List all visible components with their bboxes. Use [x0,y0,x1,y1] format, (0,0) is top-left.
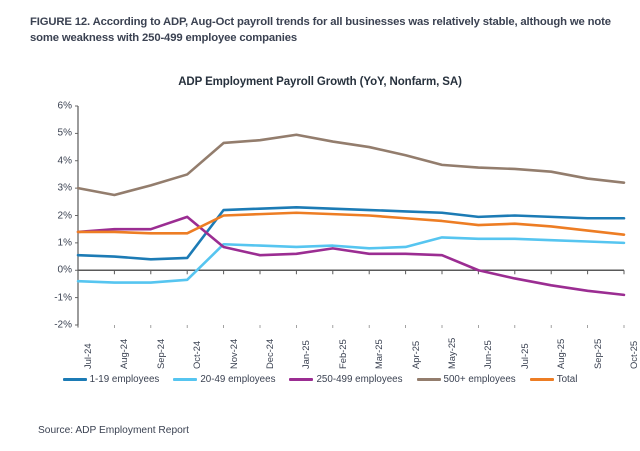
legend-item[interactable]: 20-49 employees [173,374,275,385]
y-axis-label: 4% [57,155,72,167]
legend-item[interactable]: 250-499 employees [289,374,403,385]
legend-label: 250-499 employees [316,374,403,385]
source-note: Source: ADP Employment Report [38,425,189,436]
chart-legend: 1-19 employees 20-49 employees 250-499 emp… [0,374,640,385]
y-axis-label: -1% [54,292,72,304]
legend-swatch-icon [416,378,441,381]
series-line-0 [76,205,626,261]
y-axis-label: 2% [57,210,72,221]
legend-item[interactable]: Total [529,374,578,385]
x-axis-label: Aug-24 [118,338,130,369]
x-axis-label: Sep-25 [591,338,603,369]
series-line-4 [76,211,626,236]
legend-swatch-icon [173,378,198,381]
x-axis-label: Feb-25 [336,339,348,369]
legend-item[interactable]: 1-19 employees [62,374,160,385]
legend-swatch-icon [62,378,87,381]
legend-item[interactable]: 500+ employees [416,374,516,385]
series-line-3 [76,133,626,197]
y-axis-label: 3% [57,182,72,194]
x-axis-label: Oct-25 [628,340,639,369]
legend-label: Total [556,374,578,385]
y-axis-label: 0% [57,264,72,276]
x-axis-label: Oct-24 [191,340,203,369]
x-axis-label: Jan-25 [300,340,312,369]
x-axis-label: Apr-25 [409,340,421,369]
legend-label: 500+ employees [443,374,516,385]
y-axis-labels: 6% 5% 4% 3% 2% 1% 0% -1% -2% [32,0,72,451]
chart-title: ADP Employment Payroll Growth (YoY, Nonf… [178,76,462,88]
x-axis-label: Aug-25 [555,338,567,369]
x-axis-label: Jul-24 [82,343,93,369]
y-axis-label: 5% [57,127,72,139]
x-axis-label: Jul-25 [518,343,530,369]
y-axis-label: -2% [54,319,72,331]
y-axis-label: 1% [57,237,72,249]
x-axis-label: Nov-24 [227,338,239,369]
legend-label: 1-19 employees [89,374,160,385]
x-axis-label: Mar-25 [373,339,385,369]
x-axis-label: Sep-24 [154,338,166,369]
y-axis-label: 6% [57,100,72,112]
series-line-1 [76,236,626,284]
x-axis-label: Jun-25 [482,340,494,369]
legend-swatch-icon [289,378,314,381]
legend-label: 20-49 employees [200,374,276,385]
figure-caption: FIGURE 12. According to ADP, Aug-Oct pay… [30,16,611,45]
x-axis-label: May-25 [446,337,457,369]
legend-swatch-icon [529,378,554,381]
x-axis-label: Dec-24 [264,338,275,369]
series-line-2 [76,215,626,297]
